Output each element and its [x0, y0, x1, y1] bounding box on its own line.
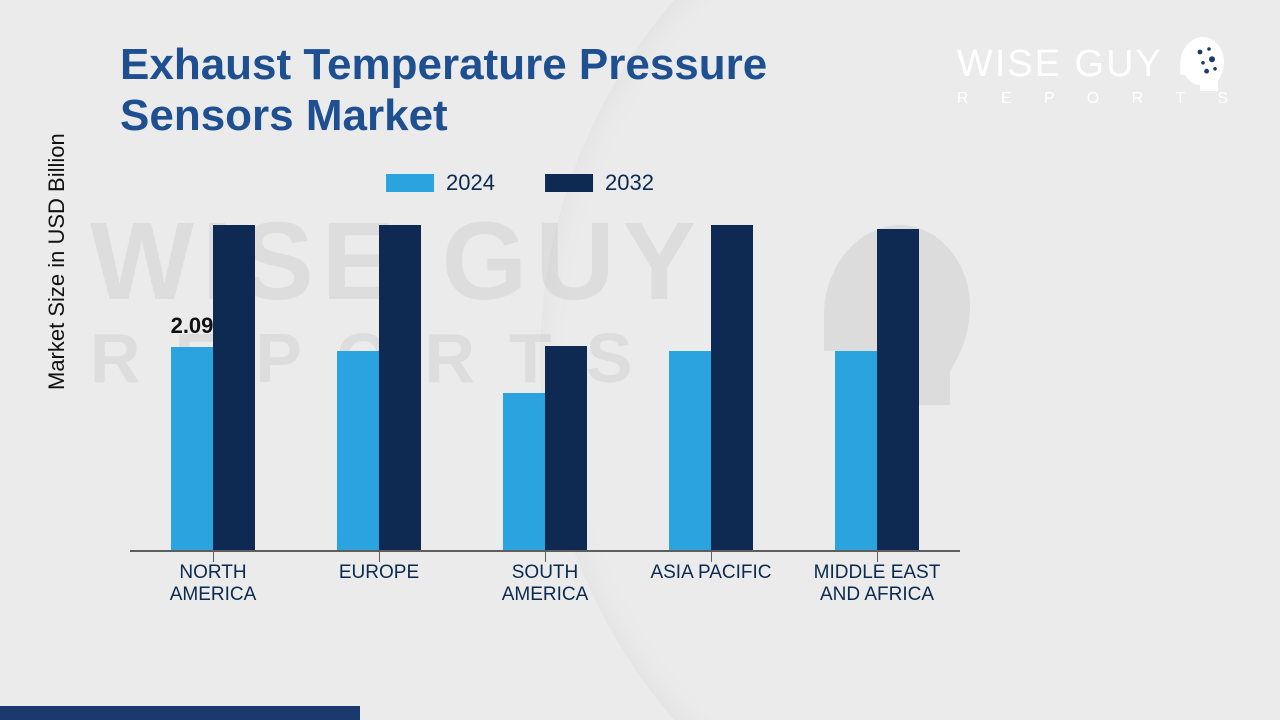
bar-2032 [545, 346, 587, 550]
legend-label-2032: 2032 [605, 170, 654, 196]
bar-2024 [171, 347, 213, 550]
category-label: MIDDLE EAST AND AFRICA [802, 562, 952, 606]
bar-2024 [669, 351, 711, 550]
bar-2032 [379, 225, 421, 550]
x-tick [379, 552, 380, 562]
head-icon [1167, 34, 1227, 94]
category-label: SOUTH AMERICA [470, 562, 620, 606]
x-tick [877, 552, 878, 562]
bar-2032 [877, 229, 919, 550]
plot-area: 2.09 [130, 210, 960, 550]
category-label: EUROPE [304, 562, 454, 584]
chart-title: Exhaust Temperature Pressure Sensors Mar… [120, 40, 780, 141]
legend: 2024 2032 [386, 170, 654, 196]
category-label: ASIA PACIFIC [636, 562, 786, 584]
bar-2024 [337, 351, 379, 550]
logo-line2: R E P O R T S [957, 90, 1242, 108]
bar-value-label: 2.09 [171, 313, 214, 339]
legend-label-2024: 2024 [446, 170, 495, 196]
bar-2032 [711, 225, 753, 550]
bar-2024 [835, 351, 877, 550]
x-tick [711, 552, 712, 562]
brand-logo: WISE GUY R E P O R T S [957, 34, 1242, 108]
y-axis-label: Market Size in USD Billion [44, 133, 70, 390]
chart: 2024 2032 Market Size in USD Billion 2.0… [60, 170, 980, 670]
legend-swatch-2024 [386, 174, 434, 192]
logo-line1: WISE GUY [957, 43, 1163, 86]
legend-swatch-2032 [545, 174, 593, 192]
bar-2032 [213, 225, 255, 550]
category-label: NORTH AMERICA [138, 562, 288, 606]
legend-item-2024: 2024 [386, 170, 495, 196]
footer-accent-bar [0, 706, 360, 720]
legend-item-2032: 2032 [545, 170, 654, 196]
bar-2024 [503, 393, 545, 550]
stage: WISE GUY R E P O R T S Exhaust Temperatu… [0, 0, 1280, 720]
x-tick [545, 552, 546, 562]
x-tick [213, 552, 214, 562]
